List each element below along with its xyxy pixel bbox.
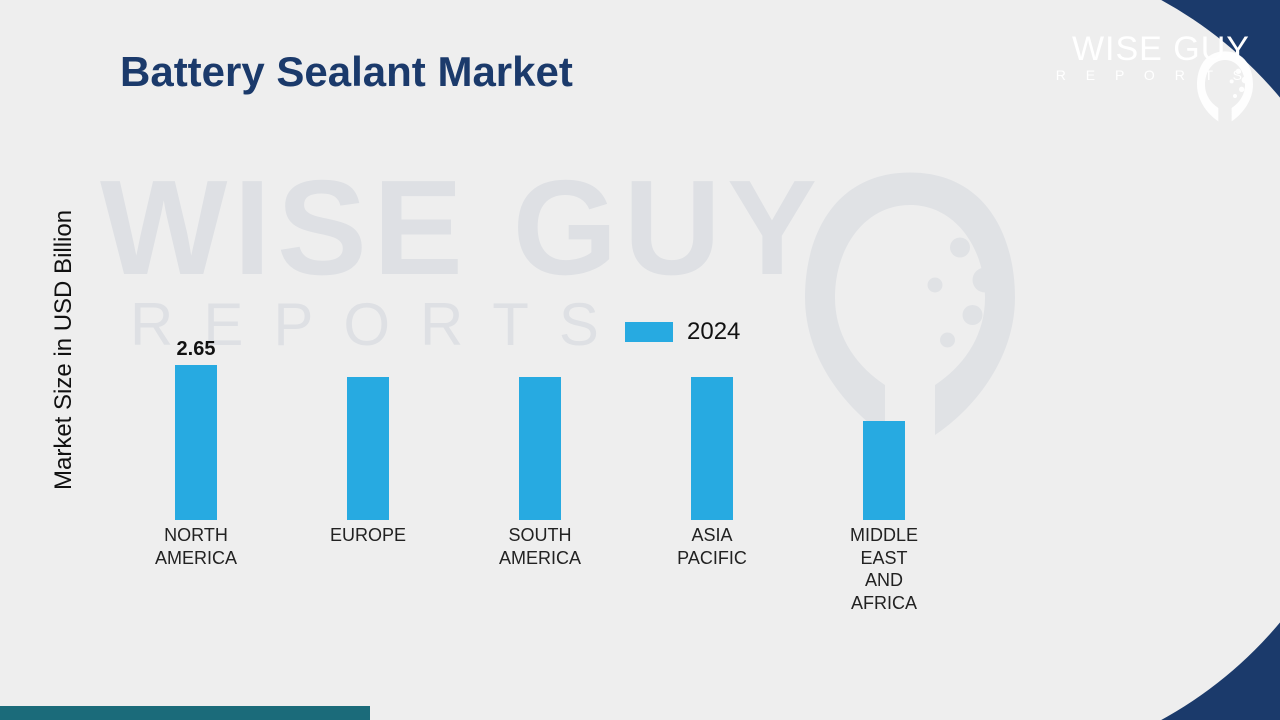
bar [519,377,561,520]
chart-canvas: WISE GUY REPORTS Battery Sealant Market … [0,0,1280,720]
bar-group [824,421,944,520]
bar-group [308,377,428,520]
y-axis-label: Market Size in USD Billion [50,210,78,490]
bar-group [652,377,772,520]
bar [175,365,217,520]
bar [347,377,389,520]
x-axis-label: EUROPE [308,524,428,614]
bar [691,377,733,520]
brand-head-icon [1190,48,1260,128]
x-axis-label: NORTHAMERICA [136,524,256,614]
chart-title: Battery Sealant Market [120,48,573,96]
bar-value-label: 2.65 [177,338,216,361]
x-axis-label: ASIAPACIFIC [652,524,772,614]
brand-logo: WISE GUY R E P O R T S [1056,30,1250,83]
x-axis-label: SOUTHAMERICA [480,524,600,614]
bar-chart: 2.65 [110,130,970,520]
bar-group [480,377,600,520]
bar [863,421,905,520]
bar-group: 2.65 [136,338,256,520]
footer-accent-bar [0,706,370,720]
legend-label: 2024 [687,318,740,346]
legend-swatch [625,322,673,342]
legend: 2024 [625,318,740,346]
x-axis-labels: NORTHAMERICA EUROPE SOUTHAMERICA ASIAPACIFI… [110,524,970,614]
x-axis-label: MIDDLEEASTANDAFRICA [824,524,944,614]
